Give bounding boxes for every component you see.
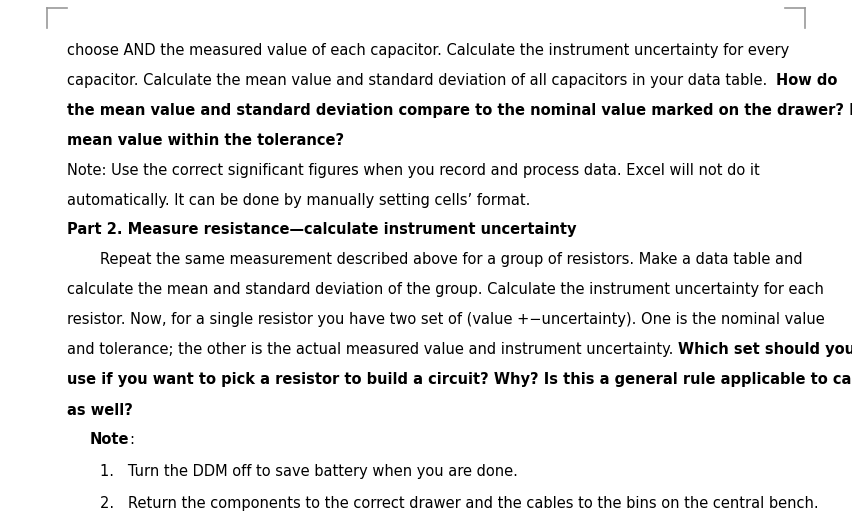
Text: the mean value and standard deviation compare to the nominal value marked on the: the mean value and standard deviation co… [67, 103, 852, 118]
Text: 1.   Turn the DDM off to save battery when you are done.: 1. Turn the DDM off to save battery when… [100, 464, 518, 479]
Text: as well?: as well? [67, 403, 133, 418]
Text: 2.   Return the components to the correct drawer and the cables to the bins on t: 2. Return the components to the correct … [100, 496, 819, 511]
Text: Part 2. Measure resistance—calculate instrument uncertainty: Part 2. Measure resistance—calculate ins… [67, 222, 577, 237]
Text: Note: Use the correct significant figures when you record and process data. Exce: Note: Use the correct significant figure… [67, 163, 760, 178]
Text: :: : [130, 432, 135, 447]
Text: choose AND the measured value of each capacitor. Calculate the instrument uncert: choose AND the measured value of each ca… [67, 43, 789, 58]
Text: capacitor. Calculate the mean value and standard deviation of all capacitors in : capacitor. Calculate the mean value and … [67, 73, 776, 88]
Text: Repeat the same measurement described above for a group of resistors. Make a dat: Repeat the same measurement described ab… [100, 252, 803, 267]
Text: calculate the mean and standard deviation of the group. Calculate the instrument: calculate the mean and standard deviatio… [67, 282, 824, 297]
Text: How do: How do [776, 73, 838, 88]
Text: use if you want to pick a resistor to build a circuit? Why? Is this a general ru: use if you want to pick a resistor to bu… [67, 372, 852, 387]
Text: and tolerance; the other is the actual measured value and instrument uncertainty: and tolerance; the other is the actual m… [67, 342, 678, 357]
Text: resistor. Now, for a single resistor you have two set of (value +−uncertainty). : resistor. Now, for a single resistor you… [67, 312, 825, 327]
Text: Which set should you: Which set should you [678, 342, 852, 357]
Text: Note: Note [90, 432, 130, 447]
Text: mean value within the tolerance?: mean value within the tolerance? [67, 133, 344, 148]
Text: automatically. It can be done by manually setting cells’ format.: automatically. It can be done by manuall… [67, 193, 531, 208]
